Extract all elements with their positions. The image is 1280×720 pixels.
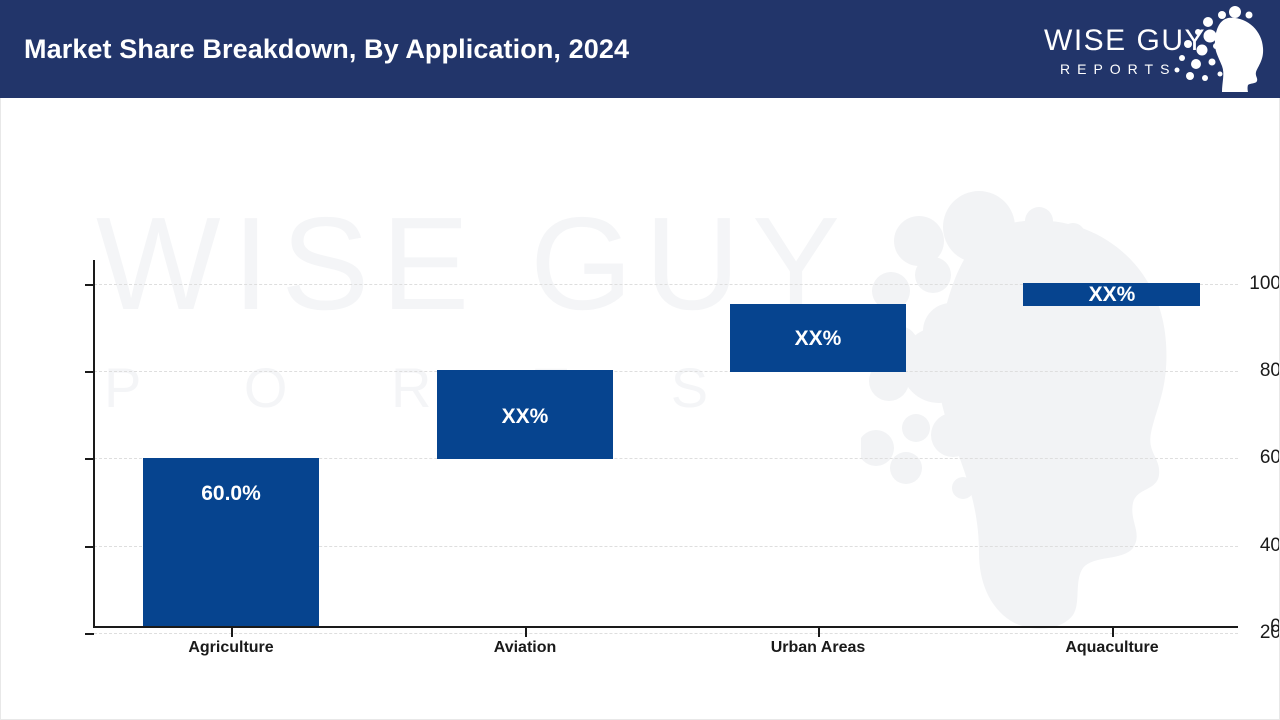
y-tick-label-20: 20: [1259, 622, 1280, 643]
x-tick-label-aquaculture: Aquaculture: [1065, 639, 1159, 656]
gridline-80: [94, 371, 1238, 372]
gridline-60: [94, 458, 1238, 459]
x-tick-label-urban-areas: Urban Areas: [770, 639, 866, 656]
page-header: Market Share Breakdown, By Application, …: [0, 0, 1280, 98]
bar-label-aquaculture: XX%: [1088, 283, 1136, 306]
x-axis-line: [93, 626, 1238, 628]
y-tick-label-60: 60: [1259, 447, 1280, 468]
bar-label-agriculture: 60.0%: [201, 482, 261, 505]
y-tick-mark-60: [85, 458, 94, 460]
x-tick-mark-agriculture: [231, 628, 233, 637]
x-tick-mark-aquaculture: [1112, 628, 1114, 637]
y-tick-mark-100: [85, 284, 94, 286]
chart-container: WISE GUY P O R T S: [0, 98, 1280, 720]
y-tick-label-100: 100: [1249, 273, 1280, 294]
bar-aquaculture[interactable]: [1023, 283, 1200, 306]
svg-text:REPORTS: REPORTS: [1060, 61, 1176, 77]
x-tick-label-agriculture: Agriculture: [188, 639, 274, 656]
wise-guy-reports-logo: WISE GUY REPORTS: [1022, 6, 1272, 92]
bar-agriculture[interactable]: [143, 458, 319, 626]
bar-label-urban-areas: XX%: [794, 327, 842, 350]
gridline-20: [94, 633, 1238, 634]
y-axis-line: [93, 260, 95, 627]
y-tick-label-0: 0: [1270, 616, 1280, 637]
gridline-40: [94, 546, 1238, 547]
y-tick-label-80: 80: [1259, 360, 1280, 381]
bar-label-aviation: XX%: [501, 405, 549, 428]
x-tick-mark-urban-areas: [818, 628, 820, 637]
y-tick-mark-20: [85, 633, 94, 635]
plot-area: 100 80 60 40 20 0 60.0% XX% XX% XX% Agri…: [1, 98, 1280, 719]
bar-urban-areas[interactable]: [730, 304, 906, 372]
x-tick-label-aviation: Aviation: [493, 639, 557, 656]
y-tick-mark-80: [85, 371, 94, 373]
x-tick-mark-aviation: [525, 628, 527, 637]
page-title: Market Share Breakdown, By Application, …: [24, 34, 630, 64]
y-tick-label-40: 40: [1259, 535, 1280, 556]
y-tick-mark-40: [85, 546, 94, 548]
bar-aviation[interactable]: [437, 370, 613, 459]
svg-text:WISE GUY: WISE GUY: [1044, 24, 1206, 57]
gridline-100: [94, 284, 1238, 285]
